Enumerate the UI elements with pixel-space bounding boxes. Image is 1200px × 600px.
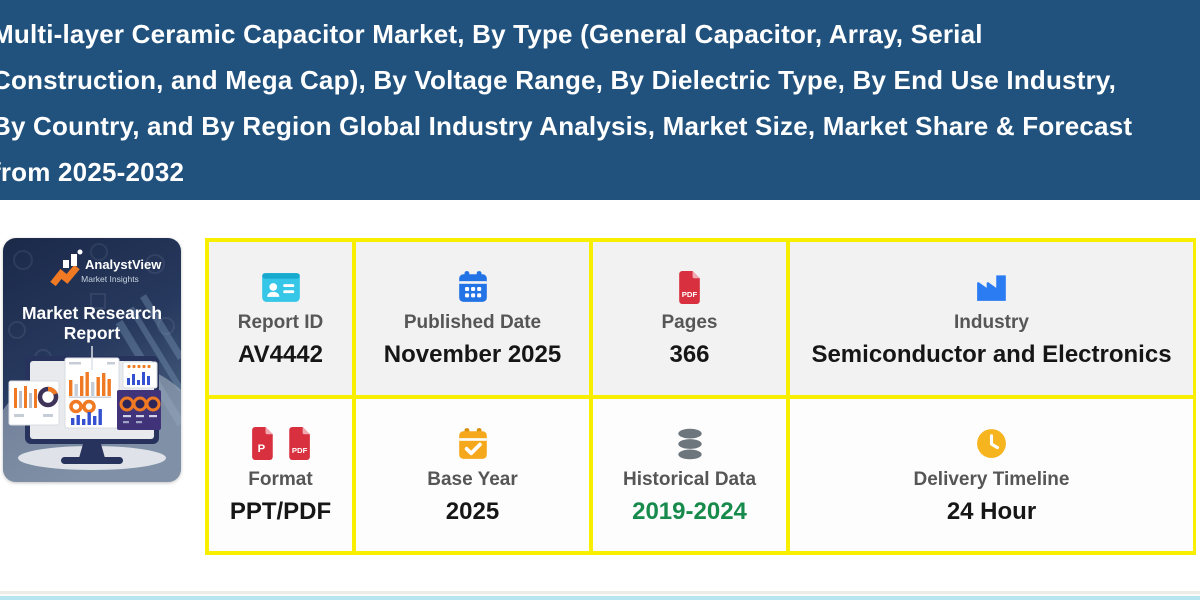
analystview-logo-icon: [50, 249, 83, 287]
info-value: November 2025: [383, 341, 562, 369]
report-title-line: By Country, and By Region Global Industr…: [0, 111, 1133, 141]
report-title-line: Construction, and Mega Cap), By Voltage …: [0, 65, 1117, 95]
chart-paper-left: [8, 380, 60, 426]
svg-text:PDF: PDF: [682, 290, 698, 299]
next-section-edge: [0, 591, 1200, 600]
info-value: 24 Hour: [946, 497, 1037, 525]
cover-heading-line2: Report: [64, 323, 121, 343]
info-value: AV4442: [238, 341, 323, 369]
info-cell-delivery-timeline: Delivery Timeline 24 Hour: [790, 398, 1193, 551]
info-label: Delivery Timeline: [913, 468, 1070, 490]
svg-text:P: P: [257, 443, 265, 455]
info-cell-base-year: Base Year 2025: [356, 398, 589, 551]
chart-paper-center: [64, 357, 120, 429]
pdf-file-icon: PDF: [679, 270, 700, 304]
report-info-table: Report ID AV4442 Published Date November…: [205, 238, 1196, 555]
calendar-check-icon: [458, 427, 487, 459]
svg-text:PDF: PDF: [291, 446, 307, 455]
info-label: Published Date: [403, 312, 542, 334]
report-title-banner: Multi-layer Ceramic Capacitor Market, By…: [0, 0, 1200, 200]
info-value: Semiconductor and Electronics: [811, 341, 1172, 369]
info-label: Industry: [954, 312, 1029, 334]
info-value: 366: [669, 341, 710, 369]
info-cell-historical-data: Historical Data 2019-2024: [593, 398, 786, 551]
calendar-icon: [458, 271, 487, 303]
info-value: 2025: [445, 497, 500, 525]
chart-card-topright: [122, 361, 158, 389]
brand-name: AnalystView: [85, 257, 162, 272]
ppt-pdf-files-icon: P PDF: [251, 427, 310, 461]
info-label: Base Year: [427, 468, 518, 490]
database-icon: [677, 428, 702, 460]
brand-tagline: Market Insights: [81, 274, 139, 284]
info-label: Format: [248, 468, 313, 490]
info-label: Historical Data: [622, 468, 757, 490]
info-label: Pages: [661, 312, 718, 334]
report-title-line: Multi-layer Ceramic Capacitor Market, By…: [0, 19, 983, 49]
info-cell-published-date: Published Date November 2025: [356, 242, 589, 395]
info-cell-format: P PDF Format PPT/PDF: [209, 398, 352, 551]
cover-heading-line1: Market Research: [22, 303, 162, 323]
report-title: Multi-layer Ceramic Capacitor Market, By…: [0, 11, 1132, 195]
info-cell-report-id: Report ID AV4442: [209, 242, 352, 395]
id-card-icon: [261, 272, 300, 302]
info-cell-pages: PDF Pages 366: [593, 242, 786, 395]
info-cell-industry: Industry Semiconductor and Electronics: [790, 242, 1193, 395]
info-value: 2019-2024: [632, 497, 747, 525]
info-label: Report ID: [237, 312, 324, 334]
clock-icon: [977, 429, 1006, 459]
info-value: PPT/PDF: [229, 497, 332, 525]
chart-card-purple: [117, 390, 161, 430]
report-title-line: from 2025-2032: [0, 157, 185, 187]
factory-icon: [976, 275, 1006, 302]
report-cover-image: AnalystView Market Insights Market Resea…: [3, 238, 181, 482]
